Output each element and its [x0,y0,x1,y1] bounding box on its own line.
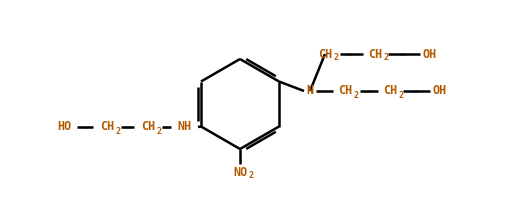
Text: HO: HO [57,121,71,134]
Text: 2: 2 [334,54,339,62]
Text: —: — [82,121,89,134]
Text: 2: 2 [383,54,388,62]
Text: CH: CH [100,121,114,134]
Text: 2: 2 [157,126,162,135]
Text: 2: 2 [353,90,358,99]
Text: —: — [124,121,131,134]
Text: NH: NH [178,121,192,134]
Text: —: — [412,84,419,98]
Text: CH: CH [318,47,332,60]
Text: —: — [399,47,406,60]
Text: CH: CH [141,121,155,134]
Text: CH: CH [368,47,382,60]
Text: 2: 2 [116,126,121,135]
Text: —: — [364,84,371,98]
Text: 2: 2 [399,90,404,99]
Text: OH: OH [423,47,437,60]
Text: —: — [346,47,353,60]
Text: —: — [163,121,170,134]
Text: CH: CH [338,84,352,98]
Text: NO: NO [233,166,247,178]
Text: OH: OH [433,84,447,98]
Text: 2: 2 [248,172,254,181]
Text: CH: CH [383,84,397,98]
Text: N: N [306,84,313,98]
